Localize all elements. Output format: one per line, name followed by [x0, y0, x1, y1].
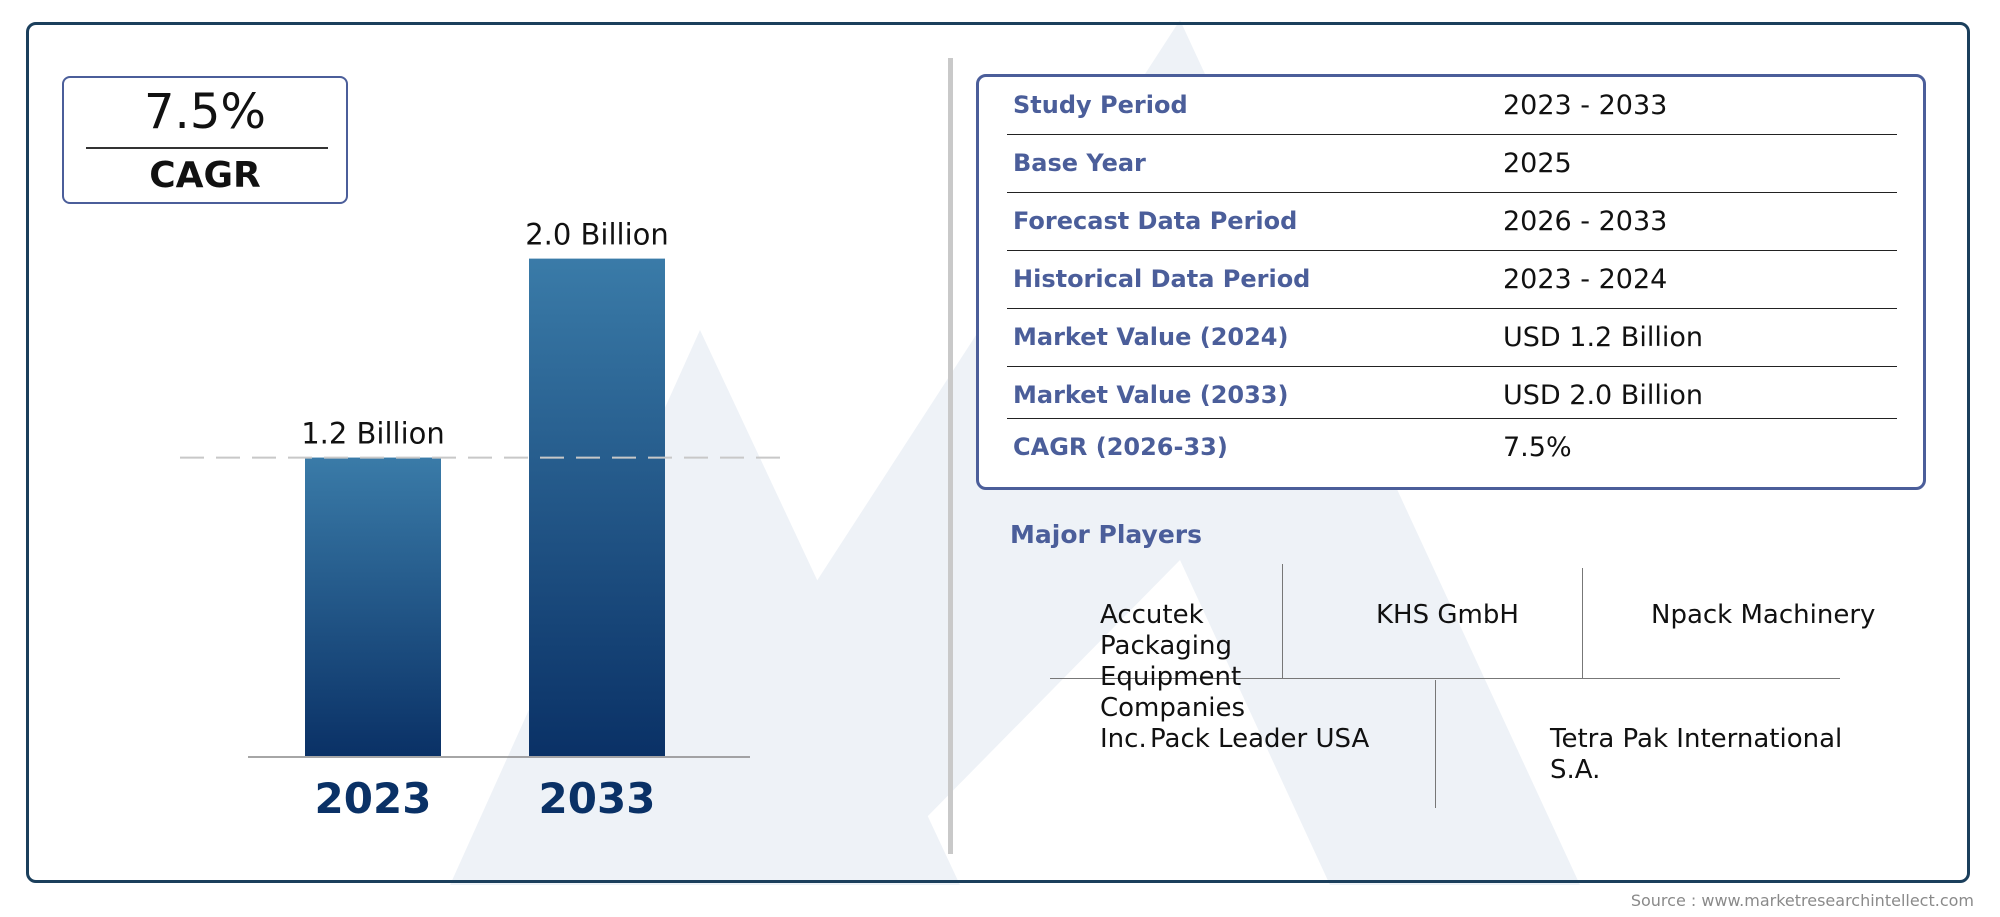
info-row-forecast-period: Forecast Data Period 2026 - 2033	[1007, 193, 1897, 251]
x-tick-label: 2033	[539, 774, 656, 823]
player-name: Pack Leader USA	[1150, 724, 1370, 754]
section-divider	[948, 58, 953, 854]
info-row-base-year: Base Year 2025	[1007, 135, 1897, 193]
info-row-cagr: CAGR (2026-33) 7.5%	[1007, 419, 1897, 477]
info-row-market-value-2033: Market Value (2033) USD 2.0 Billion	[1007, 367, 1897, 419]
bar-value-label: 2.0 Billion	[525, 218, 669, 252]
cagr-badge: 7.5% CAGR	[62, 76, 348, 204]
cagr-label: CAGR	[149, 155, 261, 196]
info-value: 2026 - 2033	[1503, 206, 1668, 237]
players-divider	[1050, 678, 1840, 679]
info-value: USD 2.0 Billion	[1503, 380, 1703, 411]
info-value: 2023 - 2024	[1503, 264, 1668, 295]
info-label: Forecast Data Period	[1013, 207, 1298, 235]
info-value: 2025	[1503, 148, 1572, 179]
info-value: 7.5%	[1503, 432, 1572, 463]
info-label: Historical Data Period	[1013, 265, 1311, 293]
bar-value-label: 1.2 Billion	[301, 417, 445, 451]
info-row-study-period: Study Period 2023 - 2033	[1007, 77, 1897, 135]
player-name: Npack Machinery	[1651, 600, 1876, 630]
info-row-historical-period: Historical Data Period 2023 - 2024	[1007, 251, 1897, 309]
info-label: Market Value (2024)	[1013, 323, 1289, 351]
bar-2023	[305, 457, 441, 756]
info-label: Study Period	[1013, 91, 1188, 119]
player-name: KHS GmbH	[1376, 600, 1519, 630]
info-value: 2023 - 2033	[1503, 90, 1668, 121]
info-label: CAGR (2026-33)	[1013, 433, 1228, 461]
bar-2033	[529, 258, 665, 756]
source-note: Source : www.marketresearchintellect.com	[1630, 891, 1974, 910]
market-info-table: Study Period 2023 - 2033 Base Year 2025 …	[976, 74, 1926, 490]
x-tick-label: 2023	[315, 774, 432, 823]
info-value: USD 1.2 Billion	[1503, 322, 1703, 353]
info-label: Market Value (2033)	[1013, 381, 1289, 409]
players-divider	[1435, 680, 1436, 808]
cagr-value: 7.5%	[144, 84, 266, 140]
info-row-market-value-2024: Market Value (2024) USD 1.2 Billion	[1007, 309, 1897, 367]
bar-chart: 1.2 Billion 2.0 Billion 2023 2033	[180, 218, 790, 823]
infographic-frame	[26, 22, 1970, 883]
player-name: Accutek Packaging Equipment Companies In…	[1100, 600, 1246, 754]
major-players-title: Major Players	[1010, 520, 1202, 549]
info-label: Base Year	[1013, 149, 1146, 177]
players-divider	[1282, 564, 1283, 678]
players-divider	[1582, 568, 1583, 678]
cagr-rule	[86, 147, 328, 149]
player-name: Tetra Pak International S.A.	[1550, 724, 1843, 785]
